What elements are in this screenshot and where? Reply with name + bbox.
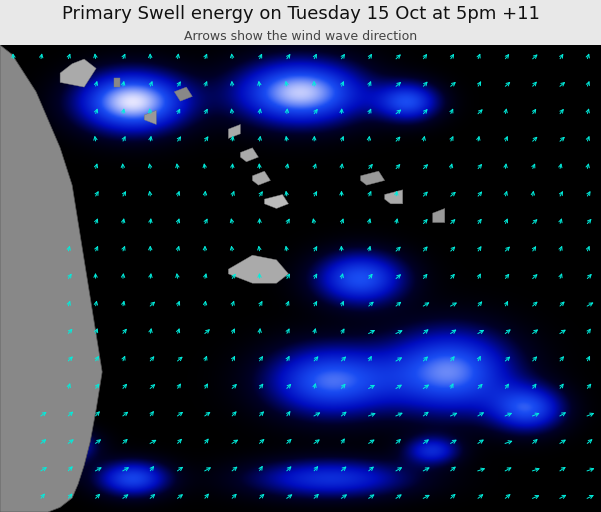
Polygon shape [144, 111, 156, 124]
Polygon shape [60, 59, 96, 87]
Polygon shape [361, 171, 385, 185]
Polygon shape [174, 87, 192, 101]
Polygon shape [385, 190, 403, 204]
Polygon shape [252, 171, 270, 185]
Polygon shape [114, 78, 120, 87]
Text: Primary Swell energy on Tuesday 15 Oct at 5pm +11: Primary Swell energy on Tuesday 15 Oct a… [61, 6, 540, 24]
Polygon shape [0, 45, 102, 512]
Polygon shape [228, 124, 240, 138]
Text: Arrows show the wind wave direction: Arrows show the wind wave direction [184, 30, 417, 42]
Polygon shape [433, 208, 445, 223]
Polygon shape [228, 255, 288, 283]
Polygon shape [264, 195, 288, 208]
Polygon shape [240, 148, 258, 162]
